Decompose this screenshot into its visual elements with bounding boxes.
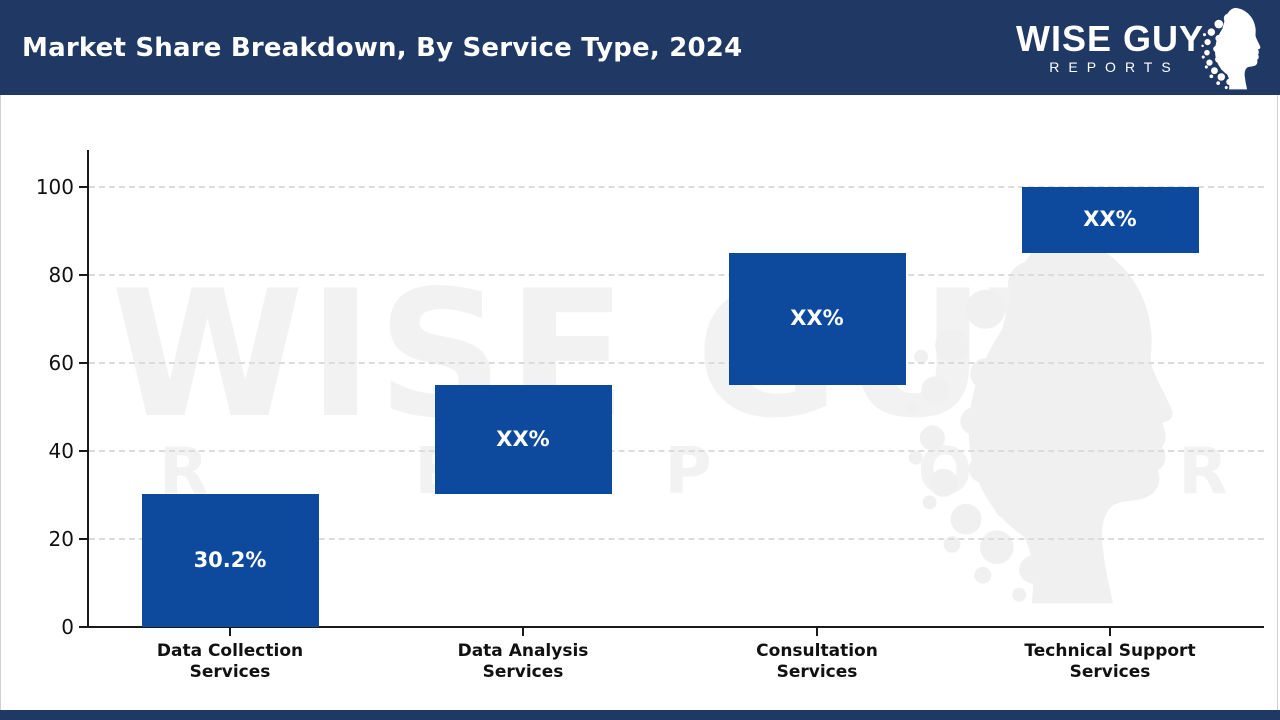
page-title: Market Share Breakdown, By Service Type,… [22, 32, 743, 63]
header-bar: Market Share Breakdown, By Service Type,… [0, 0, 1280, 95]
watermark-face-icon [907, 236, 1173, 604]
brand-face-icon [1201, 7, 1261, 89]
brand-subname: REPORTS [1049, 59, 1180, 75]
brand-logo: WISE GUY REPORTS [1016, 6, 1280, 90]
footer-bar [0, 710, 1280, 720]
chart-area: WISE GUY R E P O R T S [0, 95, 1280, 710]
brand-name: WISE GUY [1015, 18, 1204, 59]
